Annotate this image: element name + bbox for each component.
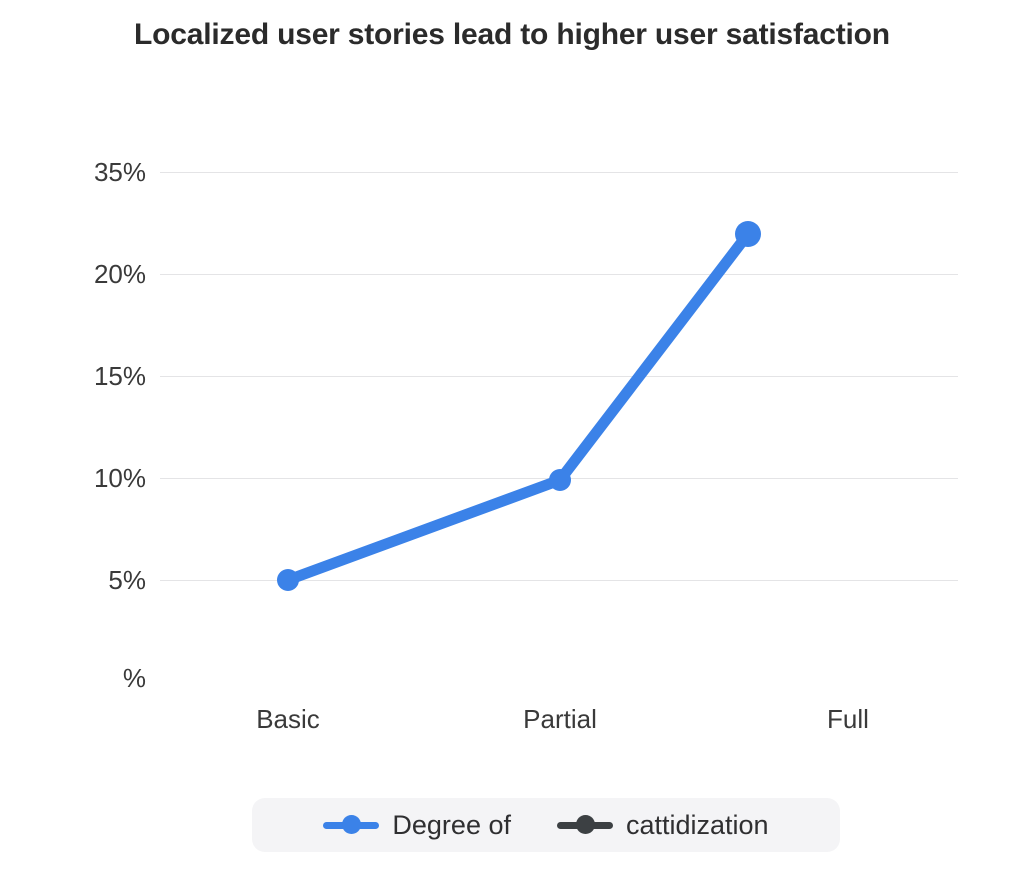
legend-item-degree-of[interactable]: Degree of <box>323 809 511 840</box>
data-point[interactable] <box>277 569 299 591</box>
y-tick-label: 5% <box>108 565 146 595</box>
x-tick-label-partial: Partial <box>523 704 597 734</box>
y-tick-label: % <box>122 663 146 693</box>
legend-line-marker-icon <box>556 813 613 837</box>
y-tick-label: 35% <box>93 157 146 187</box>
data-point[interactable] <box>735 221 761 247</box>
legend-label: cattidization <box>625 809 769 840</box>
chart-title: Localized user stories lead to higher us… <box>134 18 890 51</box>
gridline <box>160 172 958 173</box>
legend-item-cattidization[interactable]: cattidization <box>556 809 769 840</box>
y-axis: 35% 20% 15% 10% 5% % <box>0 0 146 884</box>
chart-legend: Degree of cattidization <box>252 798 840 852</box>
gridline <box>160 376 958 377</box>
gridline <box>160 274 958 275</box>
x-tick-label-full: Full <box>827 704 869 734</box>
y-tick-label: 15% <box>93 361 146 391</box>
x-tick-label-basic: Basic <box>256 704 320 734</box>
y-tick-label: 20% <box>93 259 146 289</box>
y-tick-label: 10% <box>93 463 146 493</box>
series-line-degree-of <box>282 228 754 586</box>
legend-label: Degree of <box>392 809 511 840</box>
gridline <box>160 580 958 581</box>
x-axis: Basic Partial Full <box>0 706 1024 746</box>
data-point[interactable] <box>549 469 571 491</box>
legend-line-marker-icon <box>323 813 380 837</box>
